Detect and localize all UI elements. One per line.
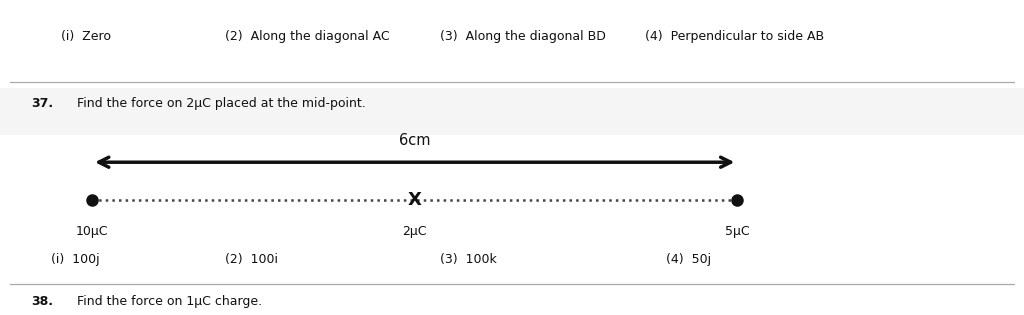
Text: 10μC: 10μC bbox=[76, 225, 109, 238]
Text: (4)  50j: (4) 50j bbox=[666, 253, 711, 266]
Text: (2)  Along the diagonal AC: (2) Along the diagonal AC bbox=[225, 30, 390, 43]
Text: 5μC: 5μC bbox=[725, 225, 750, 238]
Text: Find the force on 2μC placed at the mid-point.: Find the force on 2μC placed at the mid-… bbox=[77, 97, 366, 111]
Text: 6cm: 6cm bbox=[399, 133, 430, 148]
Text: X: X bbox=[408, 191, 422, 209]
Text: (i)  100j: (i) 100j bbox=[51, 253, 99, 266]
Text: Find the force on 1μC charge.: Find the force on 1μC charge. bbox=[77, 295, 262, 308]
Text: 2μC: 2μC bbox=[402, 225, 427, 238]
Text: (i)  Zero: (i) Zero bbox=[61, 30, 112, 43]
Text: (4)  Perpendicular to side AB: (4) Perpendicular to side AB bbox=[645, 30, 824, 43]
Text: (2)  100i: (2) 100i bbox=[225, 253, 279, 266]
Text: (3)  Along the diagonal BD: (3) Along the diagonal BD bbox=[440, 30, 606, 43]
Text: (3)  100k: (3) 100k bbox=[440, 253, 497, 266]
FancyBboxPatch shape bbox=[0, 88, 1024, 135]
Text: 37.: 37. bbox=[31, 97, 53, 111]
Text: 38.: 38. bbox=[31, 295, 52, 308]
